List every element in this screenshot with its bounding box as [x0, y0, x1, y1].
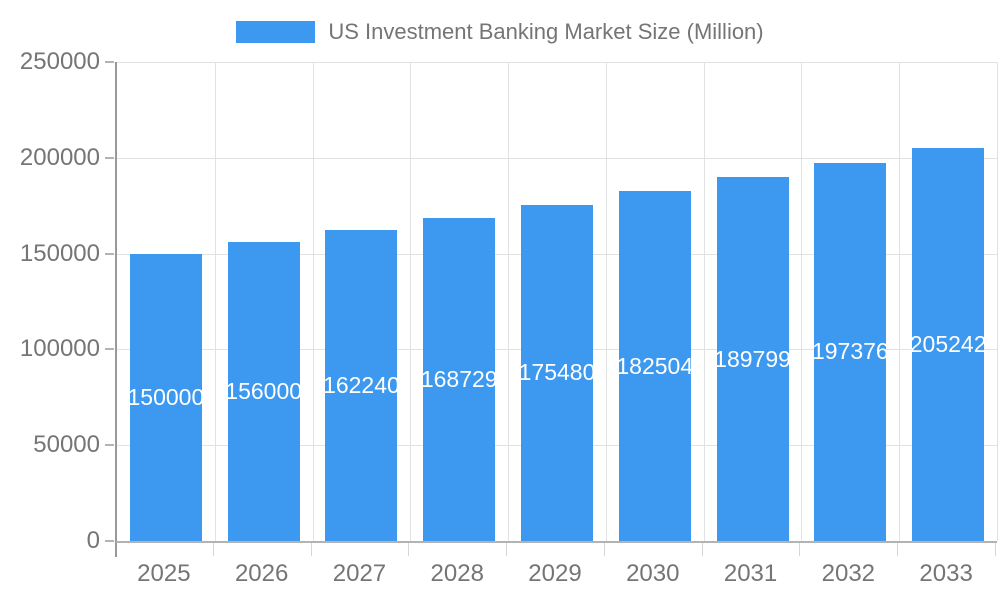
bar-2026: 156000: [225, 242, 303, 541]
bar-value-label: 150000: [127, 383, 205, 410]
x-tick-label-2032: 2032: [821, 560, 876, 587]
y-tick-label: 100000: [19, 335, 100, 363]
gridline-v: [312, 62, 314, 541]
gridline-v: [703, 62, 705, 541]
bar-2025: 150000: [127, 253, 205, 541]
x-tick-label-2027: 2027: [332, 560, 387, 587]
y-tick-label: 0: [86, 527, 100, 554]
y-tick-mark: [105, 444, 114, 447]
gridline-v: [997, 62, 998, 541]
y-tick-label: 250000: [19, 48, 100, 75]
bar-2027: 162240: [323, 230, 400, 541]
x-axis-labels: 2025 2026 2027 2028 2029 2030 2031 2032 2033: [115, 557, 995, 591]
bar-2033: 205242: [909, 147, 987, 541]
x-tick-mark: [408, 543, 410, 556]
gridline-v: [410, 62, 412, 541]
legend[interactable]: US Investment Banking Market Size (Milli…: [0, 21, 1000, 43]
gridline-h: [117, 62, 997, 63]
gridline-v: [508, 62, 510, 541]
bar-value-label: 156000: [225, 378, 303, 405]
x-tick-mark: [115, 543, 117, 557]
x-tick-label-2031: 2031: [723, 560, 778, 587]
x-tick-mark: [995, 543, 996, 556]
gridline-v: [899, 62, 901, 541]
y-tick-label: 200000: [19, 143, 100, 171]
x-tick-mark: [212, 543, 214, 556]
legend-label: US Investment Banking Market Size (Milli…: [328, 19, 764, 44]
y-tick-label: 150000: [19, 239, 100, 267]
bar-value-label: 175480: [518, 359, 596, 386]
legend-swatch: [236, 21, 316, 43]
y-tick-label: 50000: [33, 431, 100, 459]
x-tick-label-2033: 2033: [919, 560, 973, 587]
x-tick-label-2030: 2030: [626, 560, 680, 587]
bar-value-label: 182504: [616, 352, 694, 379]
x-tick-mark: [603, 543, 605, 556]
x-tick-label-2026: 2026: [234, 560, 289, 587]
y-tick-mark: [105, 540, 114, 542]
x-tick-mark: [310, 543, 312, 556]
bar-value-label: 197376: [811, 338, 889, 365]
x-tick-label-2025: 2025: [137, 560, 191, 587]
bar-2031: 189799: [714, 177, 791, 541]
y-tick-mark: [105, 252, 114, 255]
bar-value-label: 168729: [420, 365, 498, 392]
bar-value-label: 189799: [714, 345, 791, 372]
y-tick-mark: [105, 348, 114, 351]
x-tick-mark: [897, 543, 899, 556]
gridline-h: [117, 157, 997, 159]
gridline-v: [801, 62, 803, 541]
bar-2028: 168729: [420, 217, 498, 541]
plot-area: 150000 156000 162240 168729 175480 182504 1897…: [115, 62, 998, 543]
bar-2032: 197376: [811, 162, 889, 541]
bar-2029: 175480: [518, 204, 596, 541]
gridline-v: [605, 62, 607, 541]
bar-2030: 182504: [616, 191, 694, 541]
y-tick-mark: [105, 61, 114, 63]
x-tick-mark: [506, 543, 508, 556]
x-tick-label-2028: 2028: [430, 560, 484, 587]
y-tick-mark: [105, 156, 114, 159]
bar-value-label: 205242: [909, 330, 987, 357]
gridline-v: [214, 62, 216, 541]
x-tick-mark: [701, 543, 703, 556]
y-axis-labels: 0 50000 100000 150000 200000 250000: [0, 48, 100, 554]
x-tick-mark: [799, 543, 801, 556]
bar-value-label: 162240: [323, 372, 400, 399]
x-tick-label-2029: 2029: [528, 560, 582, 587]
